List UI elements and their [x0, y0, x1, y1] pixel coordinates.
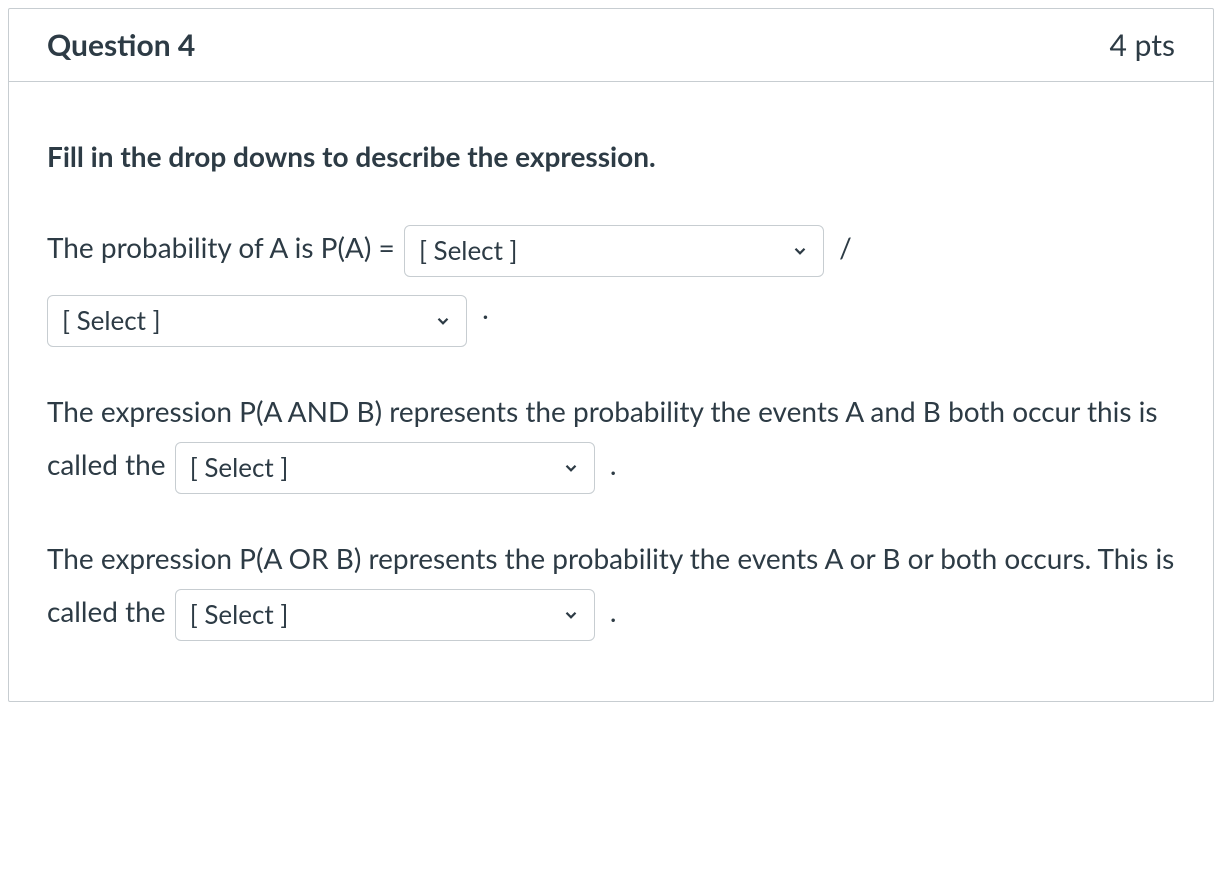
line-3: The expression P(A OR B) represents the …: [47, 532, 1175, 641]
chevron-down-icon: [562, 459, 580, 477]
line-1: The probability of A is P(A) = [ Select …: [47, 221, 1175, 347]
question-title: Question 4: [47, 27, 195, 63]
question-card: Question 4 4 pts Fill in the drop downs …: [8, 8, 1214, 702]
question-prompt: Fill in the drop downs to describe the e…: [47, 130, 1175, 183]
line-2: The expression P(A AND B) represents the…: [47, 385, 1175, 494]
question-points: 4 pts: [1110, 27, 1175, 63]
select-denominator-label: [ Select ]: [62, 304, 422, 338]
period-2: .: [610, 447, 617, 481]
question-header: Question 4 4 pts: [9, 9, 1213, 82]
select-denominator[interactable]: [ Select ]: [47, 295, 467, 347]
select-numerator[interactable]: [ Select ]: [404, 225, 824, 277]
select-or-term-label: [ Select ]: [190, 598, 550, 632]
select-and-term-label: [ Select ]: [190, 451, 550, 485]
chevron-down-icon: [562, 606, 580, 624]
select-and-term[interactable]: [ Select ]: [175, 442, 595, 494]
chevron-down-icon: [434, 312, 452, 330]
question-body: Fill in the drop downs to describe the e…: [9, 82, 1213, 701]
period-3: .: [610, 594, 617, 628]
period-1: .: [482, 291, 489, 325]
slash-text: /: [839, 230, 852, 264]
line-1-prefix: The probability of A is P(A) =: [47, 230, 402, 264]
select-numerator-label: [ Select ]: [419, 234, 779, 268]
select-or-term[interactable]: [ Select ]: [175, 589, 595, 641]
chevron-down-icon: [791, 242, 809, 260]
